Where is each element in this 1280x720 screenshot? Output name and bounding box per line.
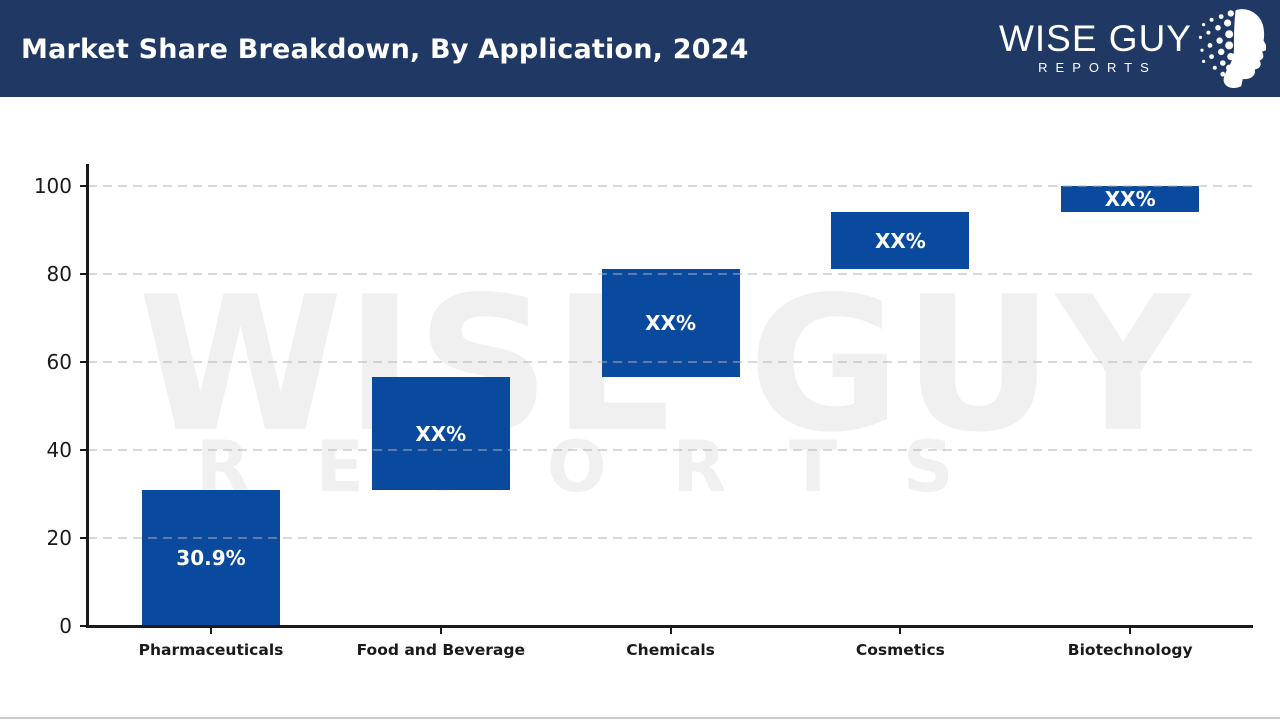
y-tick-label: 0 [59, 614, 72, 638]
x-axis-label: Cosmetics [855, 641, 945, 659]
x-tick [210, 626, 212, 634]
x-axis-label: Biotechnology [1067, 641, 1193, 659]
x-axis-label: Pharmaceuticals [138, 641, 284, 659]
y-tick [80, 185, 88, 187]
header-bar: Market Share Breakdown, By Application, … [0, 0, 1280, 97]
watermark-sub-text: REPORTS [196, 426, 1020, 508]
y-tick [80, 361, 88, 363]
y-axis-line [86, 164, 89, 628]
bar-value-label: XX% [874, 228, 926, 253]
bar-value-label: XX% [415, 421, 467, 446]
x-tick [439, 626, 442, 634]
wiseguy-logo: WISE GUY REPORTS [999, 6, 1266, 88]
y-gridline [88, 537, 1253, 539]
bar-segment [142, 490, 280, 626]
bar-segment [1061, 186, 1200, 212]
bar-value-label: XX% [1104, 186, 1156, 211]
y-gridline [88, 361, 1253, 363]
y-tick-label: 20 [46, 526, 72, 550]
page-title: Market Share Breakdown, By Application, … [21, 34, 749, 65]
x-axis-label: Chemicals [626, 641, 715, 659]
x-tick [1129, 626, 1132, 634]
y-gridline [88, 185, 1253, 187]
x-tick [899, 626, 902, 634]
bar-segment [831, 211, 970, 270]
y-tick [80, 273, 88, 275]
y-tick-label: 100 [33, 174, 72, 198]
y-tick-label: 80 [46, 262, 72, 286]
bar-value-label: 30.9% [176, 546, 246, 571]
x-axis-label: Food and Beverage [356, 641, 525, 659]
x-tick [669, 626, 672, 634]
logo-sub-text: REPORTS [1038, 60, 1157, 75]
x-axis-line [86, 625, 1253, 628]
footer-divider [0, 717, 1280, 719]
y-gridline [88, 273, 1253, 275]
bar-segment [371, 377, 510, 491]
wiseguy-face-icon [1198, 9, 1266, 88]
logo-text: WISE GUY REPORTS [998, 18, 1192, 76]
logo-brand-text: WISE GUY [998, 18, 1192, 59]
y-tick-label: 40 [46, 438, 72, 462]
y-tick [80, 537, 88, 539]
y-tick [80, 625, 88, 627]
y-tick-label: 60 [46, 350, 72, 374]
y-gridline [88, 449, 1253, 451]
y-tick [80, 449, 88, 451]
bar-value-label: XX% [645, 311, 697, 336]
bar-segment [601, 269, 740, 378]
